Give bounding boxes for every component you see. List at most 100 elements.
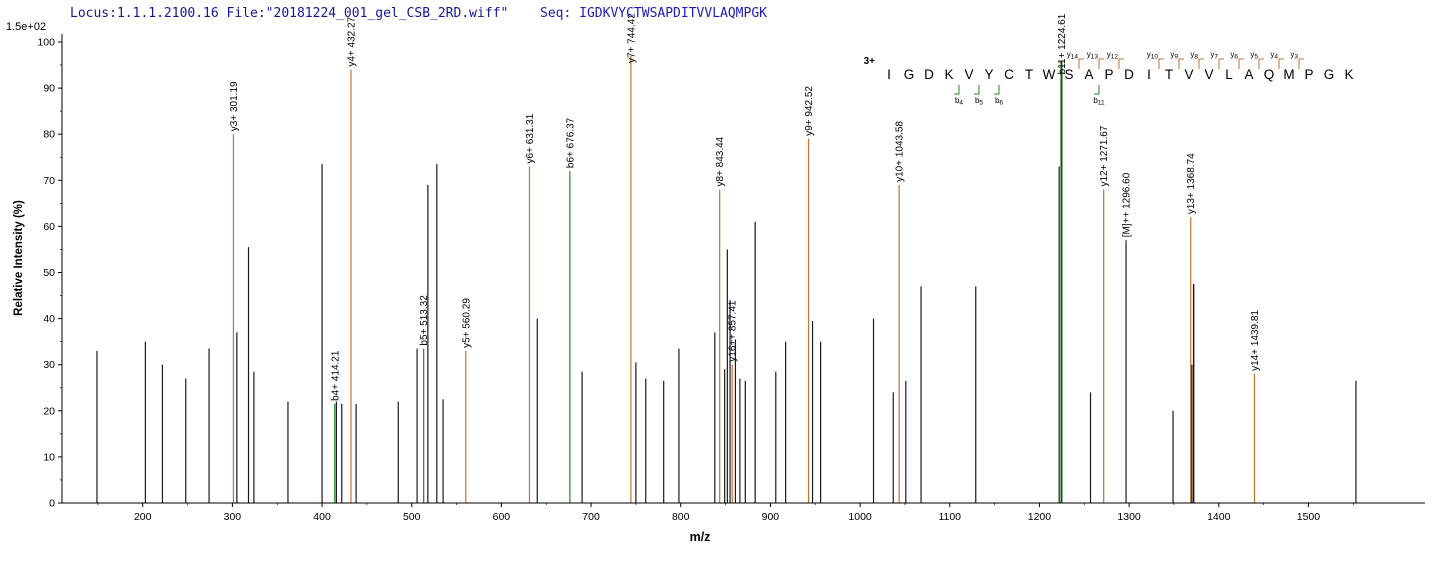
seq-value: IGDKVYCTWSAPDITVVLAQMPGK [579,6,767,21]
y-ion-marker [1118,58,1124,69]
y-tick-label: 30 [43,359,55,371]
x-tick-label: 1500 [1297,511,1321,523]
residue-letter: M [1283,67,1294,82]
locus-file-header: Locus:1.1.1.2100.16 File:"20181224_001_g… [70,6,509,21]
y-ion-marker [1238,58,1244,69]
y-ion-marker [1298,58,1304,69]
x-tick-label: 900 [762,511,780,523]
y-tick-label: 90 [43,83,55,95]
b-ion-marker [1094,85,1100,95]
residue-letter: V [964,67,973,82]
peak-label: y4+ 432.27 [346,16,357,66]
peak-label: y12+ 1271.67 [1099,125,1110,186]
y-ion-marker-label: y6 [1230,50,1238,61]
x-tick-label: 300 [224,511,242,523]
peak-label: y14+ 1439.81 [1250,310,1261,371]
x-tick-label: 400 [313,511,331,523]
residue-letter: D [1124,67,1134,82]
y-tick-label: 10 [43,451,55,463]
x-tick-label: 800 [672,511,690,523]
y-ion-marker-label: y12 [1107,50,1119,61]
residue-letter: K [1344,67,1353,82]
y-ion-marker-label: y7 [1210,50,1218,61]
b-ion-marker-label: b5 [975,96,983,107]
residue-letter: I [887,67,891,82]
y-ion-marker-label: y4 [1270,50,1278,61]
peak-label: [M]++ 1296.60 [1122,172,1133,237]
y-ion-marker [1078,58,1084,69]
residue-letter: V [1204,67,1213,82]
residue-letter: C [1004,67,1014,82]
y-ion-marker-label: y5 [1250,50,1258,61]
residue-letter: Y [984,67,993,82]
peak-label: y8+ 843.44 [715,136,726,186]
residue-letter: W [1043,67,1056,82]
precursor-charge-label: 3+ [864,56,876,67]
x-tick-label: 1300 [1117,511,1141,523]
peak-label: y13+ 1368.74 [1186,153,1197,214]
y-ion-marker [1218,58,1224,69]
b-ion-marker [974,85,980,95]
residue-letter: L [1225,67,1233,82]
residue-letter: Q [1264,67,1275,82]
residue-letter: K [944,67,953,82]
peak-label: b11+ 1224.61 [1057,13,1068,74]
y-ion-marker-label: y3 [1290,50,1298,61]
y-ion-marker [1278,58,1284,69]
b-ion-marker-label: b6 [995,96,1003,107]
y-scale-label: 1.5e+02 [6,21,46,33]
y-tick-label: 70 [43,175,55,187]
x-axis-title: m/z [690,530,711,544]
residue-letter: T [1025,67,1033,82]
y-tick-label: 40 [43,313,55,325]
residue-letter: T [1165,67,1173,82]
y-tick-label: 80 [43,129,55,141]
residue-letter: I [1147,67,1151,82]
residue-letter: P [1104,67,1113,82]
y-ion-marker-label: y13 [1087,50,1099,61]
y-axis-title: Relative Intensity (%) [13,200,25,316]
residue-letter: V [1184,67,1193,82]
b-ion-marker-label: b11 [1093,96,1105,107]
b-ion-marker [954,85,960,95]
y-tick-label: 20 [43,405,55,417]
peak-label: y16++ 857.41 [728,300,739,362]
residue-letter: S [1064,67,1073,82]
y-ion-marker-label: y8 [1190,50,1198,61]
x-tick-label: 1000 [848,511,872,523]
peak-label: y10+ 1043.58 [895,121,906,182]
b-ion-marker-label: b4 [955,96,963,107]
y-ion-marker [1178,58,1184,69]
peak-label: y5+ 560.29 [461,298,472,348]
residue-letter: A [1244,67,1253,82]
residue-letter: G [1324,67,1335,82]
y-tick-label: 0 [49,498,55,510]
x-tick-label: 500 [403,511,421,523]
peak-label: y7+ 744.42 [626,13,637,63]
y-tick-label: 50 [43,267,55,279]
peak-label: b5+ 513.32 [419,295,430,346]
peptide-sequence-header: Seq: IGDKVYCTWSAPDITVVLAQMPGK [540,6,767,21]
residue-letter: D [924,67,934,82]
x-tick-label: 700 [582,511,600,523]
y-tick-label: 100 [37,37,55,49]
residue-letter: A [1084,67,1093,82]
y-ion-marker-label: y14 [1067,50,1079,61]
y-ion-marker-label: y10 [1147,50,1159,61]
peak-label: y9+ 942.52 [804,86,815,136]
residue-letter: P [1304,67,1313,82]
y-ion-marker [1098,58,1104,69]
x-tick-label: 1200 [1028,511,1052,523]
x-tick-label: 1100 [938,511,961,523]
residue-letter: G [904,67,915,82]
y-tick-label: 60 [43,221,55,233]
peak-label: b6+ 676.37 [565,117,576,168]
peak-label: y6+ 631.31 [525,113,536,163]
seq-label: Seq: [540,6,572,21]
y-ion-marker [1198,58,1204,69]
x-tick-label: 200 [134,511,152,523]
peak-label: y3+ 301.19 [229,81,240,131]
x-tick-label: 1400 [1207,511,1231,523]
